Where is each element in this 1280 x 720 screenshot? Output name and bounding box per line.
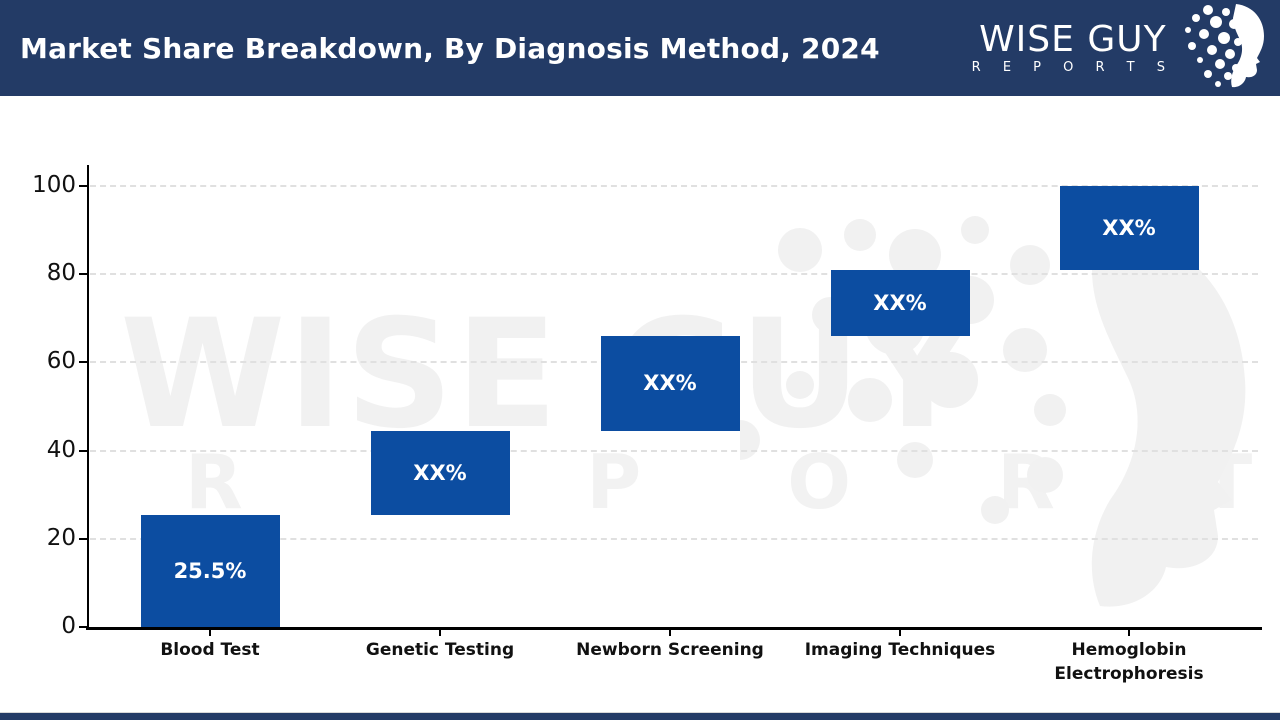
watermark-text-line2: R E P O R T S bbox=[185, 438, 1280, 526]
y-tick-label: 100 bbox=[32, 172, 76, 198]
y-tick-mark bbox=[79, 185, 88, 187]
y-tick-mark bbox=[79, 361, 88, 364]
footer-bar bbox=[0, 713, 1280, 720]
brand-tagline: R E P O R T S bbox=[971, 59, 1174, 75]
bar-value-label: XX% bbox=[413, 460, 467, 485]
logo-face-icon bbox=[1180, 0, 1266, 96]
bar-value-label: 25.5% bbox=[173, 558, 247, 583]
x-tick-label: Newborn Screening bbox=[576, 640, 764, 660]
page-title: Market Share Breakdown, By Diagnosis Met… bbox=[20, 31, 880, 65]
brand-logo-text: WISE GUY R E P O R T S bbox=[971, 18, 1174, 75]
y-tick-label: 60 bbox=[46, 348, 76, 375]
gridline bbox=[90, 537, 1258, 540]
bar: XX% bbox=[830, 269, 970, 336]
y-tick-mark bbox=[79, 449, 88, 452]
y-tick-label: 80 bbox=[46, 260, 76, 287]
y-tick-mark bbox=[79, 273, 88, 276]
footer-divider bbox=[0, 712, 1280, 713]
gridline bbox=[90, 273, 1258, 276]
y-tick-label: 20 bbox=[46, 524, 76, 551]
x-tick-label: Blood Test bbox=[160, 640, 260, 660]
y-axis-line bbox=[87, 165, 89, 629]
bar: XX% bbox=[1059, 186, 1199, 270]
x-tick-mark bbox=[1128, 629, 1130, 636]
x-tick-label: Imaging Techniques bbox=[804, 640, 996, 660]
bar-value-label: XX% bbox=[873, 290, 927, 315]
brand-name: WISE GUY bbox=[979, 18, 1167, 60]
gridline bbox=[90, 449, 1258, 452]
bar: XX% bbox=[600, 335, 740, 431]
header: Market Share Breakdown, By Diagnosis Met… bbox=[0, 0, 1280, 96]
bar-value-label: XX% bbox=[643, 371, 697, 396]
x-tick-mark bbox=[439, 629, 441, 636]
brand-logo: WISE GUY R E P O R T S bbox=[972, 0, 1280, 96]
gridline bbox=[90, 185, 1258, 187]
y-tick-mark bbox=[79, 537, 88, 540]
y-tick-mark bbox=[79, 626, 88, 628]
x-tick-mark bbox=[669, 629, 671, 636]
x-tick-label: Genetic Testing bbox=[365, 640, 515, 660]
x-tick-mark bbox=[209, 629, 211, 636]
x-axis-line bbox=[86, 627, 1262, 630]
watermark-face-icon bbox=[720, 210, 1260, 614]
x-tick-label: Hemoglobin Electrophoresis bbox=[1054, 640, 1204, 684]
y-tick-label: 0 bbox=[61, 613, 76, 639]
x-tick-mark bbox=[899, 629, 901, 636]
bar: XX% bbox=[370, 430, 510, 515]
bar-value-label: XX% bbox=[1102, 215, 1156, 240]
bar: 25.5% bbox=[140, 514, 280, 627]
y-tick-label: 40 bbox=[46, 436, 76, 463]
